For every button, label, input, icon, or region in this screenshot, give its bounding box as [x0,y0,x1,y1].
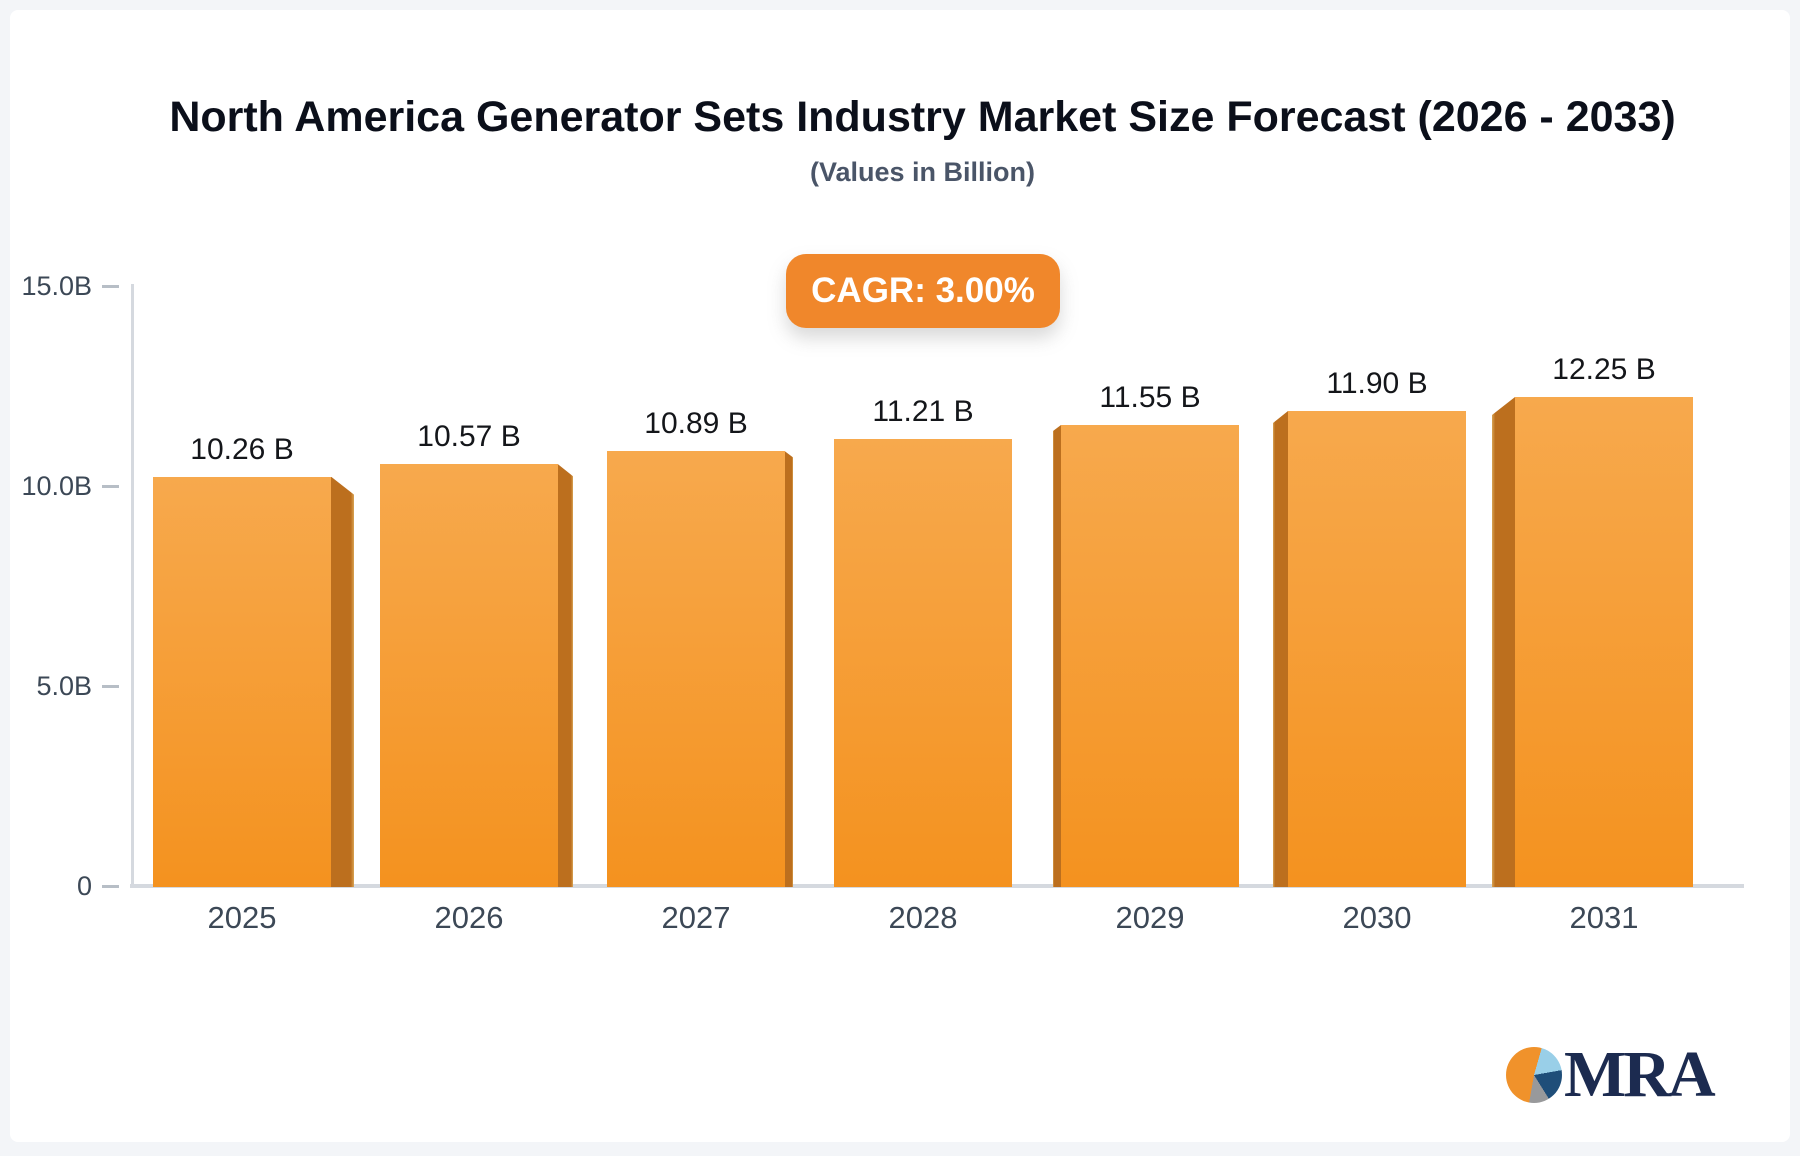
bar-2026[interactable] [380,464,558,887]
bar-2025[interactable] [153,476,331,887]
chart-subtitle: (Values in Billion) [809,157,1036,188]
bar-2029[interactable] [1061,425,1239,887]
x-axis-label-2026: 2026 [434,900,504,935]
bar-2028[interactable] [834,438,1012,887]
y-axis-label: 0 [76,871,92,901]
bar-2030[interactable] [1288,411,1466,887]
bar-value-label-2027: 10.89 B [644,407,748,441]
mra-logo-text: MRA [1564,1038,1716,1111]
bar-value-label-2026: 10.57 B [417,420,521,454]
y-axis-label: 15.0B [21,271,92,301]
bar-2031[interactable] [1515,397,1693,887]
bar-3d-side-2026 [558,464,573,887]
y-axis-tick [102,285,119,288]
x-axis-label-2031: 2031 [1569,900,1639,935]
bar-3d-side-2030 [1273,411,1288,887]
mra-logo: MRA [1506,1038,1716,1111]
bar-value-label-2028: 11.21 B [872,394,974,428]
bar-3d-side-2027 [785,451,793,887]
y-axis-line [131,284,134,888]
cagr-badge: CAGR: 3.00% [786,254,1060,328]
y-axis-tick [102,685,119,688]
chart-title: North America Generator Sets Industry Ma… [169,93,1676,141]
bar-3d-side-2025 [331,476,354,887]
x-axis-label-2025: 2025 [207,900,277,935]
cagr-badge-label: CAGR: 3.00% [811,271,1035,310]
bar-2027[interactable] [607,451,785,887]
bar-3d-side-2031 [1492,397,1515,887]
x-axis-label-2027: 2027 [661,900,731,935]
bar-3d-side-2029 [1053,425,1061,887]
chart-header: North America Generator Sets Industry Ma… [45,93,1800,188]
pie-chart-logo-icon [1506,1047,1562,1103]
x-axis-label-2029: 2029 [1115,900,1185,935]
x-axis-label-2028: 2028 [888,900,958,935]
bar-value-label-2025: 10.26 B [190,432,294,466]
y-axis-tick [102,885,119,888]
bar-value-label-2031: 12.25 B [1552,353,1656,386]
y-axis-label: 10.0B [21,471,92,501]
x-axis-label-2030: 2030 [1342,900,1412,935]
bar-value-label-2029: 11.55 B [1099,381,1201,414]
y-axis-label: 5.0B [36,671,92,701]
y-axis-tick [102,485,119,488]
bar-value-label-2030: 11.90 B [1326,367,1428,400]
